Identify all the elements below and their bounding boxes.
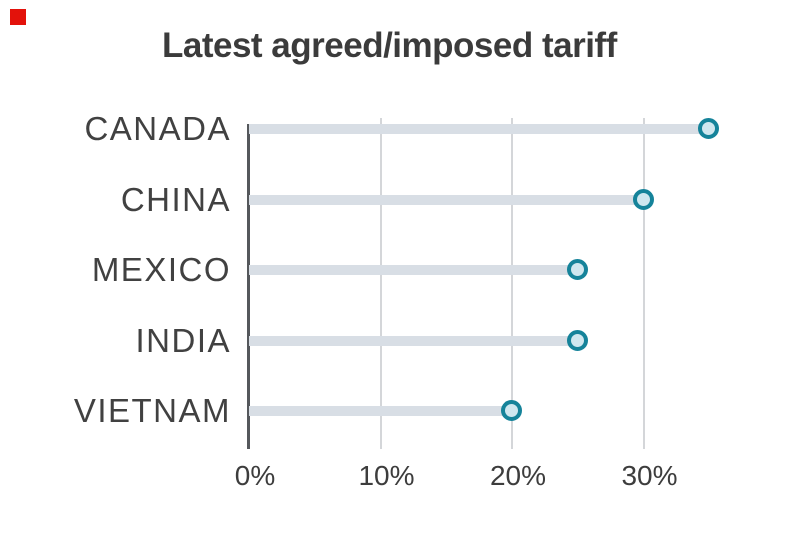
- bar: [249, 194, 644, 205]
- bar: [249, 265, 578, 275]
- data-point-marker: [566, 259, 588, 280]
- x-tick-label: 20%: [489, 460, 547, 491]
- bar: [249, 124, 710, 134]
- gridline: [511, 118, 513, 449]
- brand-red-square-icon: [10, 9, 26, 25]
- x-tick-label: 0%: [234, 460, 276, 491]
- bar: [249, 406, 512, 416]
- data-point-marker: [566, 329, 588, 351]
- gridline: [379, 118, 382, 449]
- x-tick-label: 10%: [358, 460, 415, 491]
- chart-title: Latest agreed/imposed tariff: [162, 26, 617, 65]
- category-label: VIETNAM: [73, 392, 231, 429]
- category-label: CANADA: [84, 110, 231, 147]
- category-label: INDIA: [135, 321, 231, 359]
- data-point-marker: [501, 400, 522, 421]
- category-label: MEXICO: [91, 251, 231, 288]
- gridline: [642, 118, 645, 449]
- x-tick-label: 30%: [621, 460, 678, 491]
- y-axis-line: [247, 124, 250, 449]
- data-point-marker: [698, 118, 720, 139]
- category-label: CHINA: [120, 180, 231, 218]
- bar: [249, 335, 578, 346]
- data-point-marker: [632, 188, 654, 210]
